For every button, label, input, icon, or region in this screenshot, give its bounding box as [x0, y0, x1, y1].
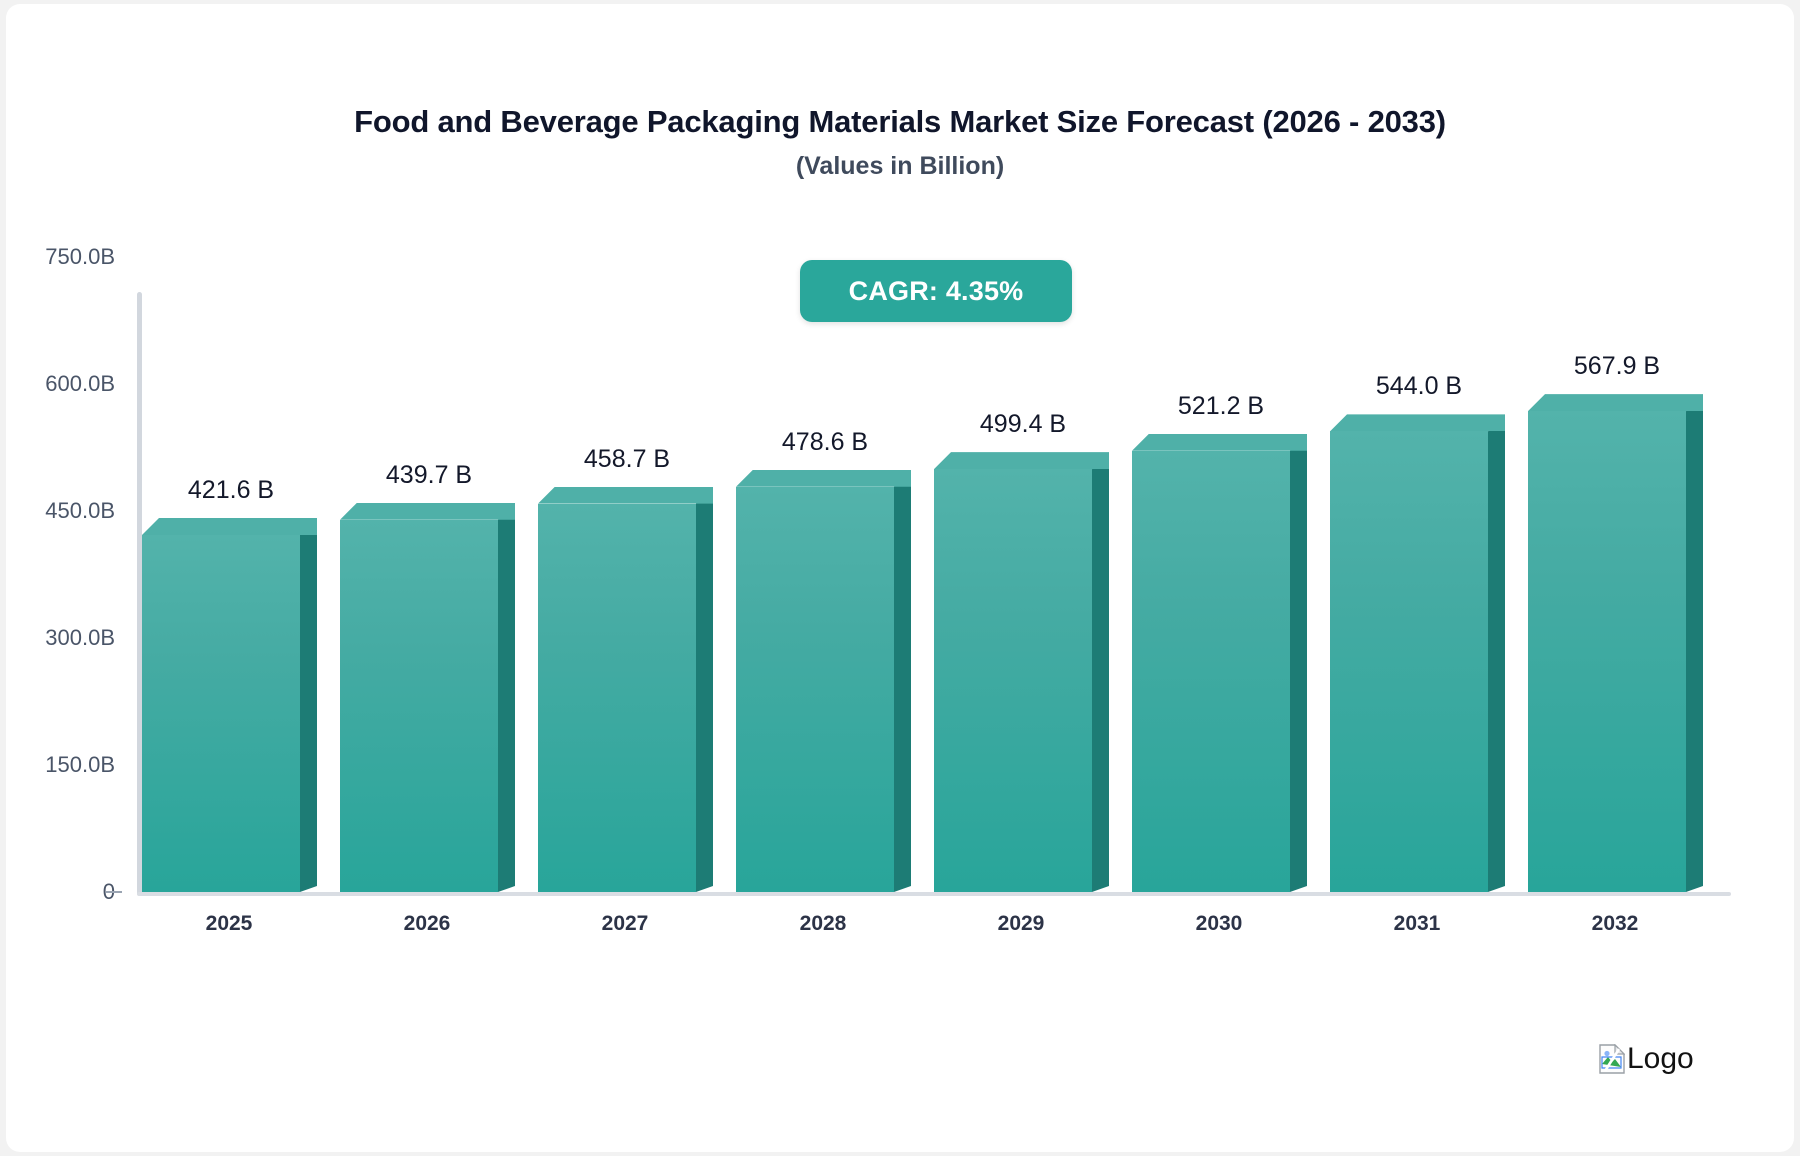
y-axis-tick-label: 600.0B [45, 371, 115, 396]
bar [1330, 414, 1505, 892]
y-axis-tick-mark [106, 891, 122, 893]
y-axis-tick-label: 450.0B [45, 498, 115, 523]
logo-alt-text: Logo [1627, 1042, 1694, 1075]
y-axis-tick-label: 150.0B [45, 752, 115, 777]
bar-front-face [1132, 450, 1290, 892]
cagr-badge: CAGR: 4.35% [800, 260, 1072, 322]
bar-side-face [1290, 434, 1307, 892]
x-axis-tick-label: 2032 [1591, 912, 1639, 935]
bar-front-face [736, 486, 894, 892]
chart-card: Food and Beverage Packaging Materials Ma… [6, 4, 1794, 1152]
bar-top-face [736, 469, 911, 487]
bar-top-face [142, 518, 317, 536]
bar-front-face [1528, 411, 1686, 892]
logo: Logo [1599, 1044, 1694, 1074]
y-axis-tick-label: 750.0B [45, 244, 115, 269]
bar-front-face [142, 535, 300, 892]
x-axis-tick-label: 2027 [601, 912, 649, 935]
bar-side-face [696, 487, 713, 892]
bar-value-label: 458.7 B [583, 444, 671, 473]
cagr-badge-label: CAGR: 4.35% [848, 275, 1024, 306]
bar [736, 469, 911, 892]
bar-value-label: 478.6 B [781, 427, 869, 456]
bar [934, 452, 1109, 892]
x-axis-tick-label: 2030 [1195, 912, 1243, 935]
bar-side-face [1488, 414, 1505, 892]
bar-side-face [894, 470, 911, 892]
bar-side-face [300, 518, 317, 892]
x-axis-baseline [137, 892, 1731, 896]
bar-side-face [1092, 452, 1109, 892]
bar-top-face [1330, 414, 1505, 432]
page-title: Food and Beverage Packaging Materials Ma… [354, 104, 1446, 139]
bar-value-label: 521.2 B [1177, 391, 1265, 420]
bar-top-face [1132, 433, 1307, 451]
bar-top-face [934, 452, 1109, 470]
bar-front-face [1330, 431, 1488, 892]
bar [538, 486, 713, 892]
bar-value-label: 421.6 B [187, 476, 275, 505]
x-axis-tick-label: 2026 [403, 912, 451, 935]
bar-value-label: 567.9 B [1573, 352, 1661, 381]
bar [340, 502, 515, 892]
bar-side-face [1686, 394, 1703, 892]
bar-value-label: 544.0 B [1375, 372, 1463, 401]
x-axis-tick-label: 2028 [799, 912, 847, 935]
x-axis-tick-label: 2031 [1393, 912, 1441, 935]
y-axis-line [137, 292, 142, 896]
bar-top-face [538, 486, 713, 504]
bar [142, 518, 317, 892]
bar-side-face [498, 503, 515, 892]
bar-top-face [340, 502, 515, 520]
bar [1528, 394, 1703, 892]
bar [1132, 433, 1307, 892]
bar-top-face [1528, 394, 1703, 412]
x-axis-tick-label: 2029 [997, 912, 1045, 935]
bar-front-face [538, 503, 696, 892]
bar-front-face [340, 519, 498, 892]
bar-value-label: 439.7 B [385, 460, 473, 489]
broken-image-icon [1599, 1044, 1625, 1074]
y-axis-tick-label: 300.0B [45, 625, 115, 650]
bar-value-label: 499.4 B [979, 410, 1067, 439]
bar-front-face [934, 469, 1092, 892]
chart-subtitle: (Values in Billion) [795, 152, 1005, 180]
x-axis-tick-label: 2025 [205, 912, 253, 935]
